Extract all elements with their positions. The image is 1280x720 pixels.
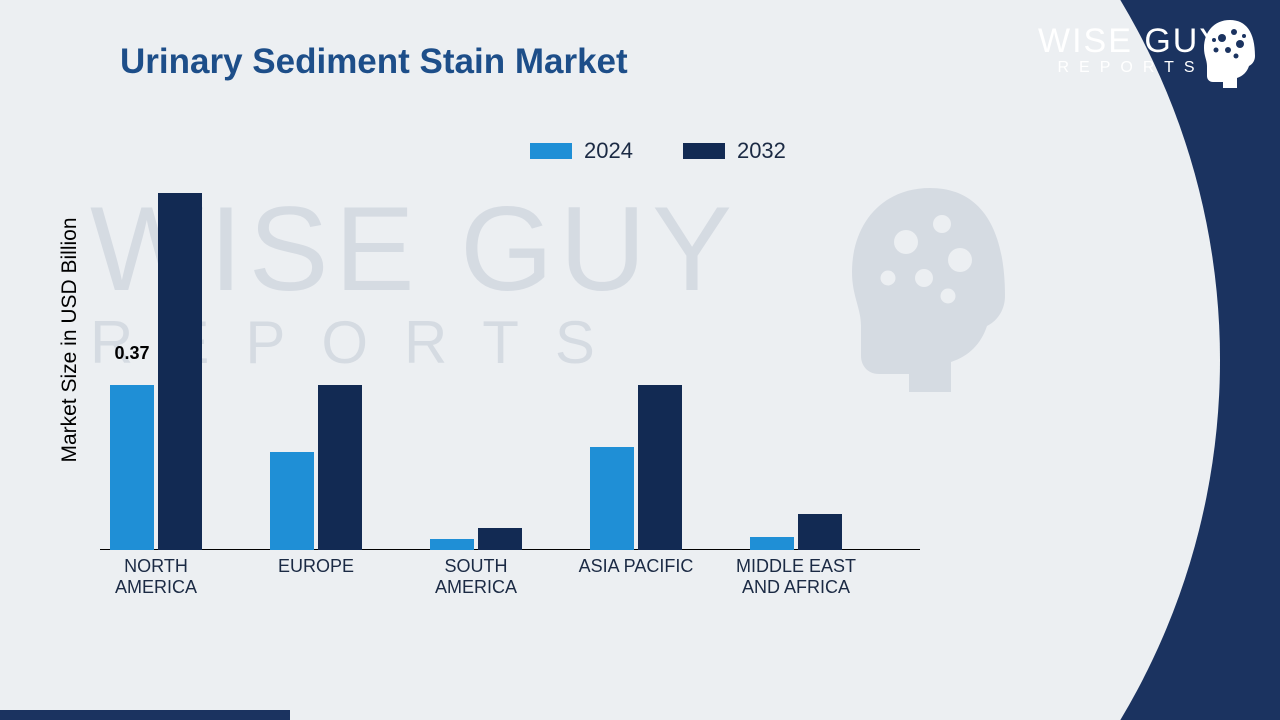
bar-2032 xyxy=(798,514,842,550)
bar-2032 xyxy=(318,385,362,550)
category-label: SOUTH AMERICA xyxy=(406,550,546,597)
legend-label-2032: 2032 xyxy=(737,138,786,164)
bar-2024 xyxy=(590,447,634,550)
category-label: NORTH AMERICA xyxy=(86,550,226,597)
legend-swatch-2032 xyxy=(683,143,725,159)
category-label: MIDDLE EAST AND AFRICA xyxy=(726,550,866,597)
bar-2024 xyxy=(430,539,474,550)
legend: 2024 2032 xyxy=(530,138,786,164)
bar-2024 xyxy=(110,385,154,550)
bar-2032 xyxy=(638,385,682,550)
category-label: ASIA PACIFIC xyxy=(566,550,706,577)
brand-head-icon xyxy=(1200,18,1260,90)
bar-2032 xyxy=(158,193,202,550)
legend-swatch-2024 xyxy=(530,143,572,159)
plot-area: 0.37NORTH AMERICAEUROPESOUTH AMERICAASIA… xyxy=(100,180,920,550)
bottom-bar xyxy=(0,710,290,720)
category-label: EUROPE xyxy=(246,550,386,577)
y-axis-label: Market Size in USD Billion xyxy=(58,217,82,462)
chart-canvas: Urinary Sediment Stain Market WISE GUY R… xyxy=(0,0,1280,720)
legend-item-2032: 2032 xyxy=(683,138,786,164)
bar-2024 xyxy=(270,452,314,550)
legend-label-2024: 2024 xyxy=(584,138,633,164)
bar-value-label: 0.37 xyxy=(114,343,149,364)
chart-title: Urinary Sediment Stain Market xyxy=(120,42,628,82)
brand-logo: WISE GUY REPORTS xyxy=(1006,22,1256,77)
bar-2024 xyxy=(750,537,794,550)
bar-2032 xyxy=(478,528,522,550)
legend-item-2024: 2024 xyxy=(530,138,633,164)
